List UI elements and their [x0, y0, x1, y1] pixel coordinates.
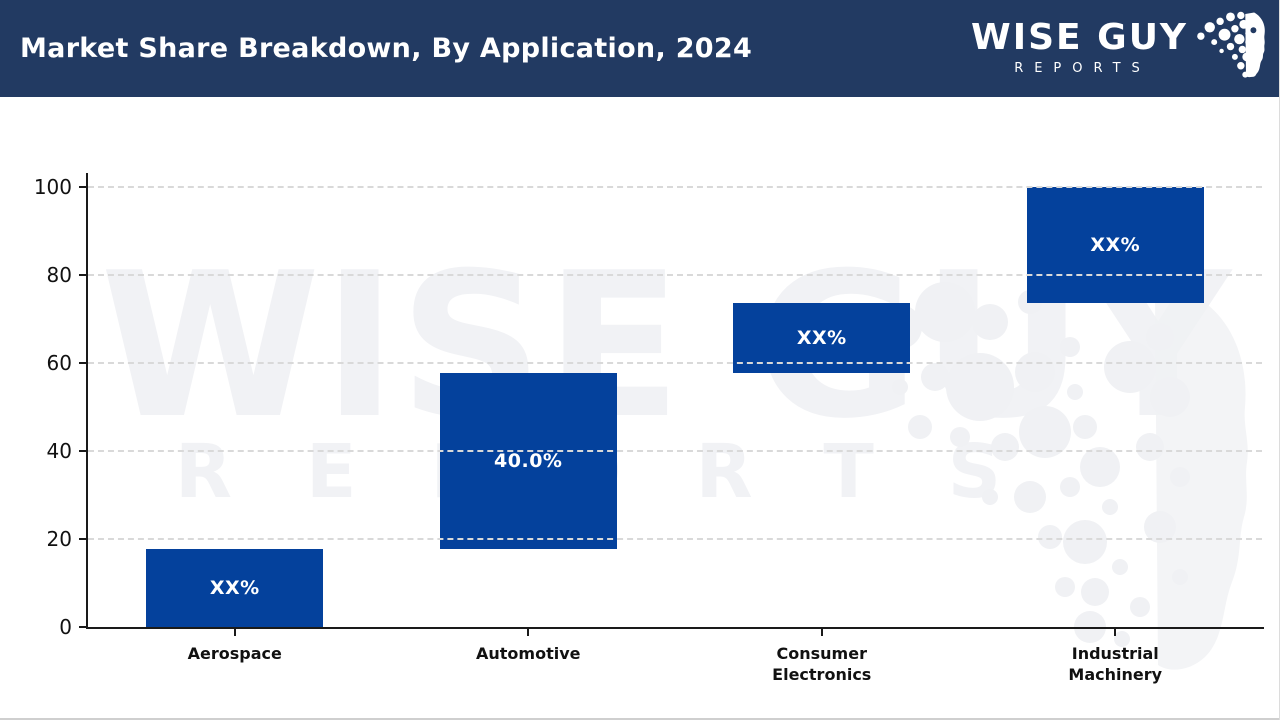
- x-axis-line: [86, 627, 1264, 629]
- page-title: Market Share Breakdown, By Application, …: [20, 33, 753, 64]
- bottom-border-line: [0, 718, 1279, 720]
- y-tick-mark-60: [79, 362, 87, 364]
- brand-subname: REPORTS: [1014, 61, 1151, 76]
- brand-logo-text: WISE GUY REPORTS: [970, 17, 1188, 77]
- y-tick-mark-0: [79, 626, 87, 628]
- bar-value-label: XX%: [796, 327, 847, 350]
- bar-aerospace: XX%: [146, 549, 324, 627]
- gridline-80: [88, 274, 1262, 276]
- y-tick-label-80: 80: [46, 263, 72, 287]
- y-tick-label-20: 20: [46, 527, 72, 551]
- x-tick-mark-3: [820, 629, 823, 636]
- y-tick-mark-40: [79, 450, 87, 452]
- y-tick-label-0: 0: [59, 615, 72, 639]
- x-tick-mark-1: [233, 629, 236, 636]
- x-tick-mark-2: [527, 629, 530, 636]
- gridline-40: [88, 450, 1262, 452]
- brand-logo: WISE GUY REPORTS: [971, 8, 1266, 88]
- brand-name: WISE GUY: [970, 17, 1188, 58]
- bar-value-label: XX%: [209, 577, 260, 600]
- y-tick-label-40: 40: [46, 439, 72, 463]
- x-tick-mark-4: [1114, 629, 1117, 636]
- bar-value-label: 40.0%: [494, 450, 563, 473]
- y-tick-mark-80: [79, 274, 87, 276]
- bar-industrial-machinery: XX%: [1026, 187, 1204, 304]
- gridline-60: [88, 362, 1262, 364]
- y-axis-line: [86, 173, 88, 629]
- y-tick-label-100: 100: [33, 175, 72, 199]
- bar-automotive: 40.0%: [439, 373, 617, 550]
- bar-consumer-electronics: XX%: [733, 303, 911, 374]
- category-label-automotive: Automotive: [476, 644, 581, 663]
- gridline-20: [88, 538, 1262, 540]
- bar-value-label: XX%: [1090, 234, 1141, 257]
- header-bar: Market Share Breakdown, By Application, …: [0, 0, 1279, 97]
- y-tick-mark-20: [79, 538, 87, 540]
- category-label-consumer-electronics: Consumer Electronics: [772, 644, 872, 684]
- category-label-industrial-machinery: Industrial Machinery: [1068, 644, 1163, 684]
- plot-area: XX% 40.0% XX% XX%: [88, 186, 1262, 627]
- y-tick-mark-100: [79, 186, 87, 188]
- chart-area: WISE GUY REPORTS XX% 40.0% XX% XX% 0 20: [0, 97, 1279, 718]
- category-label-aerospace: Aerospace: [187, 644, 282, 663]
- gridline-100: [88, 186, 1262, 188]
- y-tick-label-60: 60: [46, 351, 72, 375]
- brand-face-icon: [1197, 11, 1265, 78]
